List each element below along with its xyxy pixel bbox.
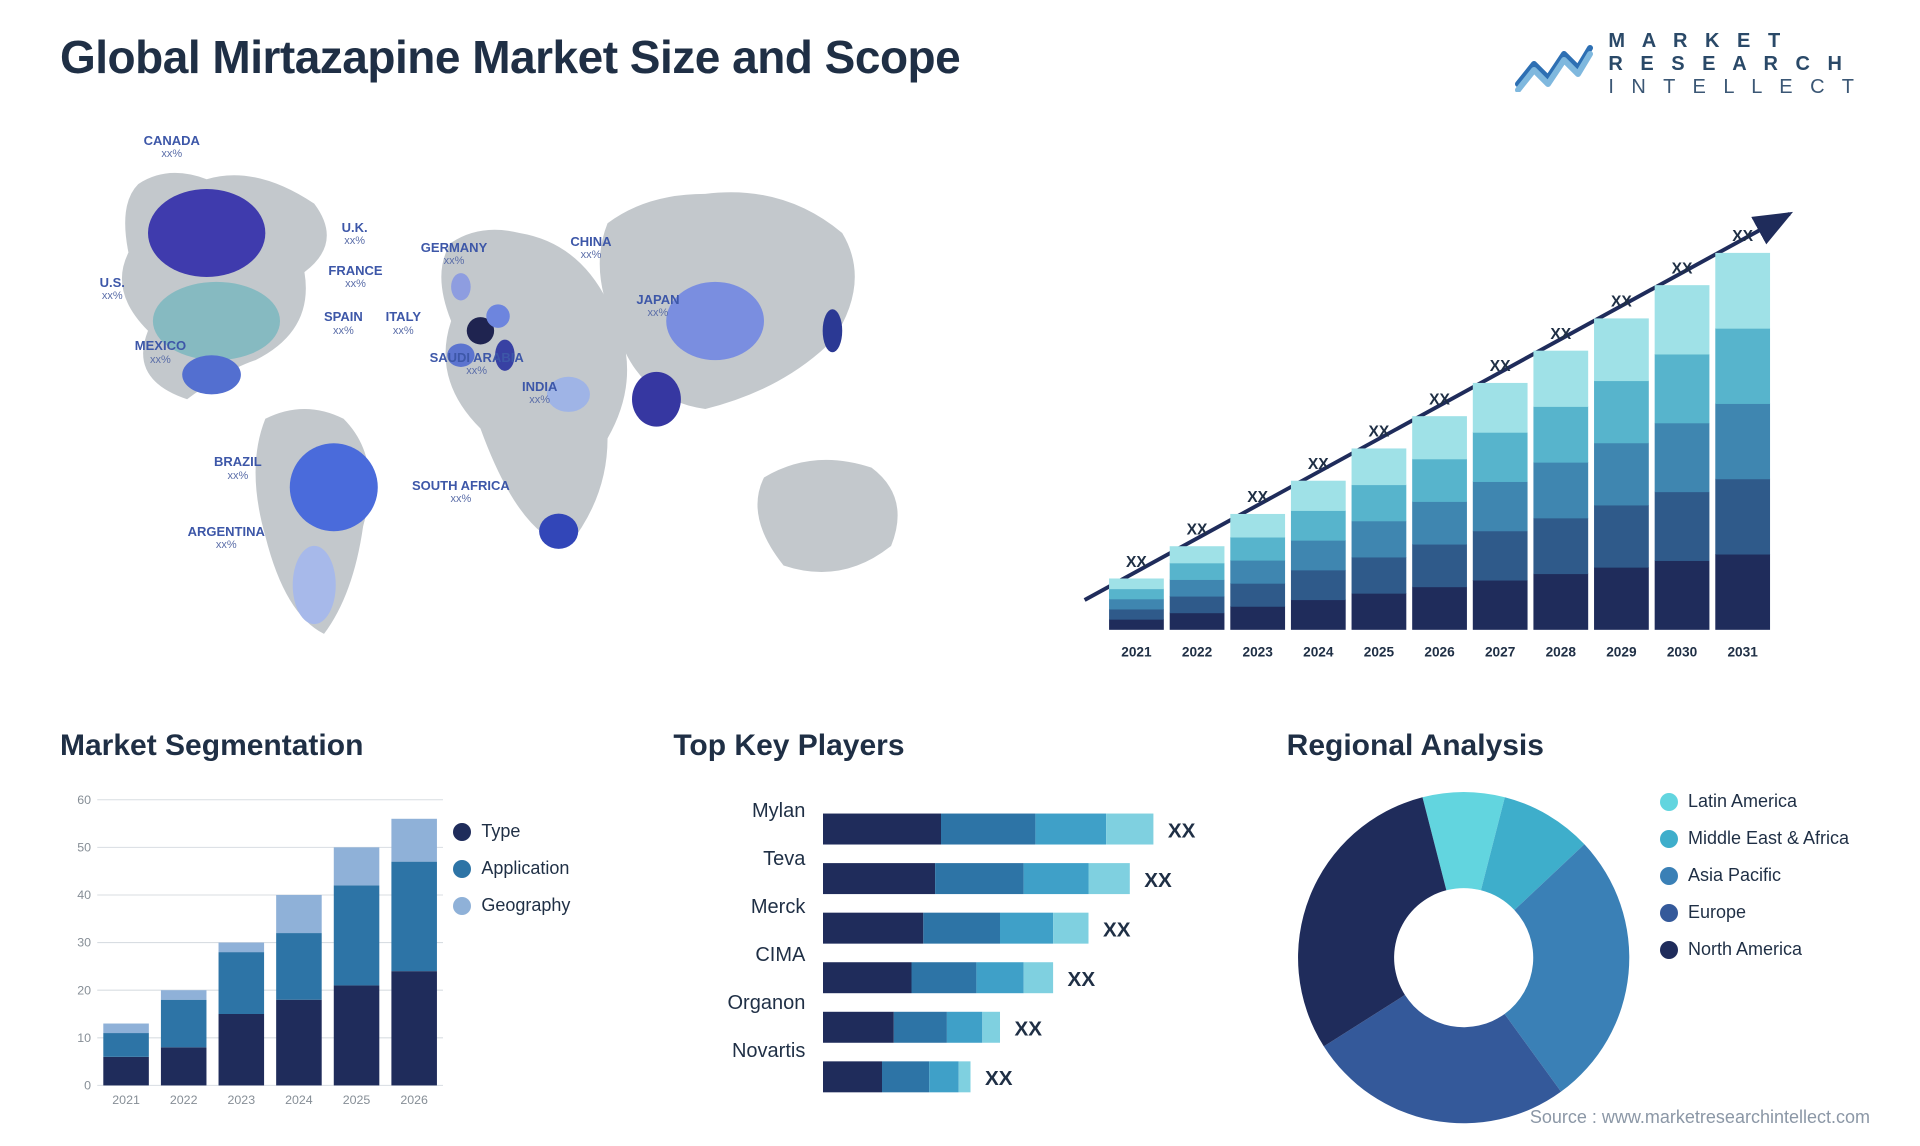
svg-text:2029: 2029 [1606,645,1637,660]
svg-text:50: 50 [77,840,91,854]
svg-text:XX: XX [1103,918,1131,941]
logo-line-2: R E S E A R C H [1608,53,1860,76]
map-label-canada: CANADAxx% [144,134,200,160]
map-label-mexico: MEXICOxx% [135,339,186,365]
svg-text:XX: XX [1490,358,1511,375]
svg-text:2023: 2023 [228,1093,256,1107]
key-player-name: Mylan [673,787,823,835]
regional-title: Regional Analysis [1287,729,1860,763]
brand-logo-icon [1514,38,1594,92]
logo-line-3: I N T E L L E C T [1608,76,1860,99]
svg-text:2025: 2025 [343,1093,371,1107]
svg-text:2021: 2021 [1121,645,1152,660]
map-label-saudi-arabia: SAUDI ARABIAxx% [430,351,524,377]
key-players-panel: Top Key Players MylanTevaMerckCIMAOrgano… [673,729,1246,1129]
svg-text:XX: XX [1550,326,1571,343]
svg-text:XX: XX [1732,228,1753,245]
map-label-india: INDIAxx% [522,380,557,406]
segmentation-panel: Market Segmentation 0 10 20 30 40 50 60 2021 202… [60,729,633,1129]
svg-text:XX: XX [1187,521,1208,538]
svg-text:2023: 2023 [1242,645,1273,660]
map-label-u-s-: U.S.xx% [100,276,125,302]
regional-donut [1287,781,1640,1134]
map-label-south-africa: SOUTH AFRICAxx% [412,479,510,505]
regional-legend-item: Middle East & Africa [1660,828,1860,849]
svg-text:XX: XX [1672,260,1693,277]
svg-text:2024: 2024 [1303,645,1334,660]
svg-text:2031: 2031 [1727,645,1758,660]
segmentation-title: Market Segmentation [60,729,633,763]
svg-text:0: 0 [84,1079,91,1093]
world-map-panel: CANADAxx% U.S.xx% MEXICOxx% BRAZILxx% ARGENT… [60,119,940,699]
regional-legend: Latin America Middle East & Africa Asia Pa… [1640,781,1860,976]
key-player-name: Organon [673,979,823,1027]
key-player-names: MylanTevaMerckCIMAOrganonNovartis [673,781,823,1129]
key-player-name: Novartis [673,1027,823,1075]
regional-panel: Regional Analysis Latin America Middle Ea… [1287,729,1860,1129]
map-label-argentina: ARGENTINAxx% [188,525,265,551]
segmentation-legend: Type Application Geography [453,781,633,1129]
world-map [60,119,940,699]
logo-line-1: M A R K E T [1608,30,1860,53]
map-label-japan: JAPANxx% [636,293,679,319]
svg-text:XX: XX [1015,1018,1043,1041]
map-label-france: FRANCExx% [328,264,382,290]
map-label-germany: GERMANYxx% [421,241,487,267]
key-players-chart: XX XX XX XX XX XX [823,781,1246,1129]
regional-legend-item: Asia Pacific [1660,865,1860,886]
forecast-chart: XX 2021 XX 2022 XX 2023 XX 2024 XX 2025 XX 2026 XX 20… [980,149,1860,699]
map-label-brazil: BRAZILxx% [214,455,262,481]
svg-text:XX: XX [1369,424,1390,441]
svg-text:2026: 2026 [400,1093,428,1107]
svg-text:2021: 2021 [112,1093,140,1107]
regional-legend-item: Latin America [1660,791,1860,812]
svg-text:2022: 2022 [170,1093,198,1107]
svg-text:2025: 2025 [1364,645,1395,660]
key-player-name: Teva [673,835,823,883]
map-label-italy: ITALYxx% [386,310,421,336]
key-player-name: CIMA [673,931,823,979]
page-title: Global Mirtazapine Market Size and Scope [60,30,960,84]
map-label-china: CHINAxx% [570,235,611,261]
svg-text:30: 30 [77,936,91,950]
segmentation-chart: 0 10 20 30 40 50 60 2021 2022 2023 2024 2025 2026 [60,781,453,1129]
svg-text:2027: 2027 [1485,645,1515,660]
svg-text:40: 40 [77,888,91,902]
svg-text:XX: XX [1429,391,1450,408]
svg-text:10: 10 [77,1031,91,1045]
svg-text:XX: XX [1068,968,1096,991]
svg-text:2026: 2026 [1424,645,1455,660]
map-label-spain: SPAINxx% [324,310,363,336]
svg-text:XX: XX [1145,869,1173,892]
source-attribution: Source : www.marketresearchintellect.com [1530,1107,1870,1128]
svg-text:2022: 2022 [1182,645,1213,660]
svg-text:2024: 2024 [285,1093,313,1107]
segmentation-legend-item: Application [453,858,633,879]
regional-legend-item: North America [1660,939,1860,960]
svg-text:XX: XX [1168,819,1196,842]
svg-text:2028: 2028 [1546,645,1577,660]
svg-text:2030: 2030 [1667,645,1698,660]
segmentation-legend-item: Type [453,821,633,842]
svg-text:XX: XX [1247,489,1268,506]
svg-text:XX: XX [1308,456,1329,473]
brand-logo: M A R K E T R E S E A R C H I N T E L L … [1514,30,1860,99]
forecast-chart-panel: XX 2021 XX 2022 XX 2023 XX 2024 XX 2025 XX 2026 XX 20… [980,119,1860,699]
svg-text:XX: XX [985,1067,1013,1090]
regional-legend-item: Europe [1660,902,1860,923]
key-player-name: Merck [673,883,823,931]
svg-text:60: 60 [77,793,91,807]
segmentation-legend-item: Geography [453,895,633,916]
svg-text:XX: XX [1126,554,1147,571]
svg-text:20: 20 [77,983,91,997]
map-label-u-k-: U.K.xx% [342,221,368,247]
svg-text:XX: XX [1611,294,1632,311]
key-players-title: Top Key Players [673,729,1246,763]
